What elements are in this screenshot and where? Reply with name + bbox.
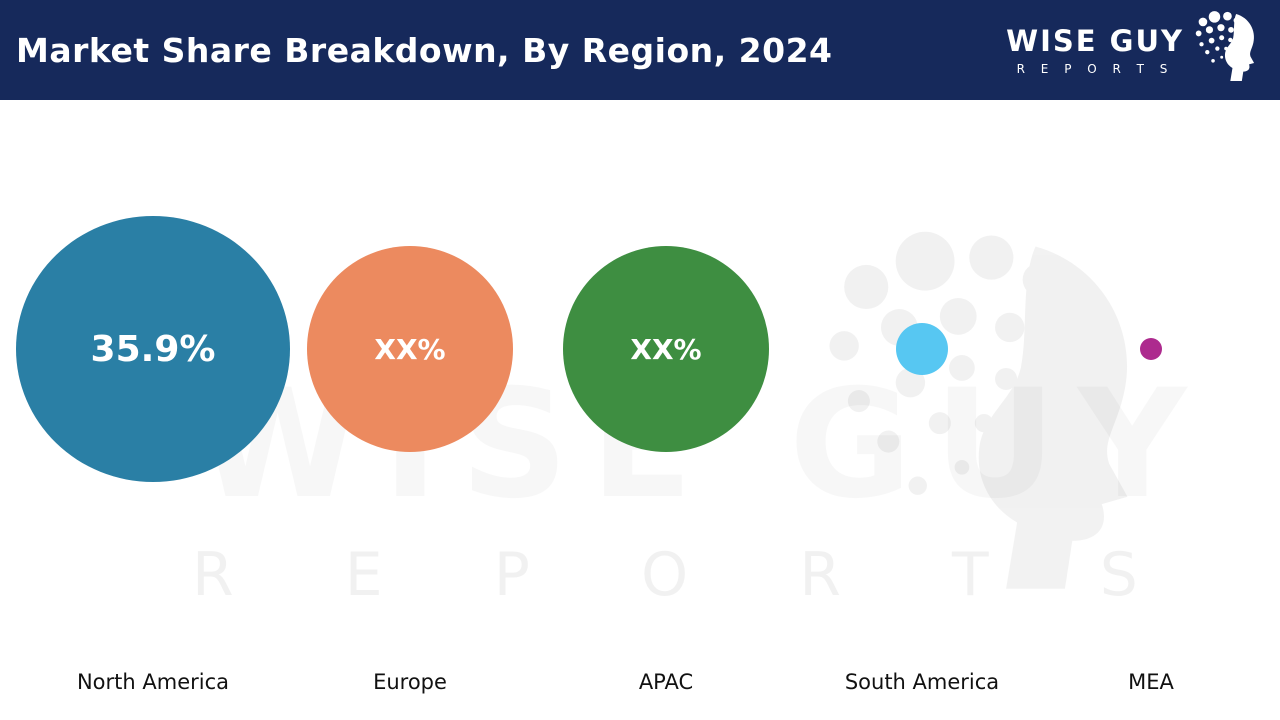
bubble-value-apac: XX% — [630, 332, 702, 366]
bubble-apac: XX% — [563, 246, 769, 452]
header: Market Share Breakdown, By Region, 2024 … — [0, 0, 1280, 100]
bubble-europe: XX% — [307, 246, 513, 452]
logo-wordmark: WISE GUY — [1006, 24, 1184, 58]
bubble-south-america — [896, 323, 948, 375]
category-label-north-america: North America — [76, 670, 230, 694]
bubble-north-america: 35.9% — [16, 216, 290, 482]
bubble-chart: WISE GUY R E P O R T S 35.9% XX% XX% Nor… — [0, 100, 1280, 720]
bubble-mea — [1140, 338, 1162, 360]
category-label-mea: MEA — [1128, 670, 1174, 694]
category-label-europe: Europe — [373, 670, 447, 694]
logo-head-icon — [1195, 11, 1255, 81]
category-label-south-america: South America — [844, 670, 1000, 694]
watermark-head-icon — [829, 231, 1128, 589]
brand-logo: WISE GUY R E P O R T S — [1006, 8, 1262, 92]
logo-subtext: R E P O R T S — [1016, 62, 1174, 76]
bubble-value-north-america: 35.9% — [90, 328, 216, 370]
logo-text: WISE GUY R E P O R T S — [1006, 24, 1184, 76]
category-label-apac: APAC — [638, 670, 694, 694]
watermark-reports-text: R E P O R T S — [192, 540, 1184, 610]
page-title: Market Share Breakdown, By Region, 2024 — [16, 30, 833, 70]
bubble-value-europe: XX% — [374, 332, 446, 366]
